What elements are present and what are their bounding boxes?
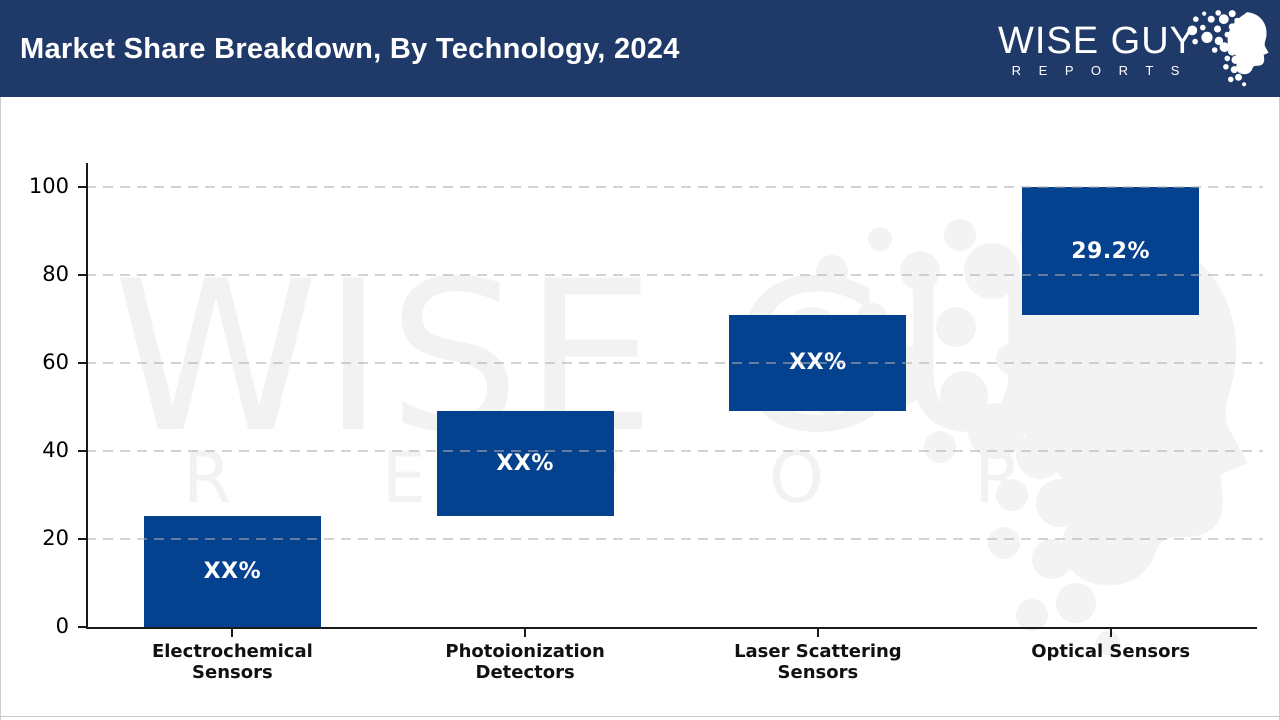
gridline	[86, 186, 1263, 188]
category-label: Photoionization Detectors	[445, 641, 605, 683]
y-tick-mark	[78, 274, 86, 276]
x-tick-mark	[524, 629, 527, 637]
y-tick-mark	[78, 626, 86, 628]
x-tick-mark	[1109, 629, 1112, 637]
y-tick-mark	[78, 186, 86, 188]
logo-wordmark: WISE GUY	[997, 19, 1196, 62]
x-tick-mark	[816, 629, 819, 637]
gridline	[86, 538, 1263, 540]
bottom-divider	[1, 716, 1279, 717]
bar-segment: XX%	[143, 516, 321, 627]
bar-segment: 29.2%	[1022, 187, 1200, 316]
gridline	[86, 362, 1263, 364]
category-label: Electrochemical Sensors	[151, 641, 313, 683]
bar-value-label: XX%	[496, 450, 554, 476]
x-tick-mark	[231, 629, 234, 637]
category-label: Laser Scattering Sensors	[734, 641, 902, 683]
logo-subtitle: R E P O R T S	[1011, 63, 1187, 79]
bar-value-label: XX%	[203, 559, 262, 585]
y-tick-mark	[78, 538, 86, 540]
y-tick-mark	[78, 362, 86, 364]
y-tick-label: 80	[42, 262, 69, 286]
bar-segment: XX%	[436, 410, 614, 517]
y-tick-mark	[78, 450, 86, 452]
logo-face-icon	[1186, 7, 1270, 93]
y-tick-label: 20	[42, 526, 69, 550]
y-tick-label: 60	[42, 350, 69, 374]
page-title: Market Share Breakdown, By Technology, 2…	[20, 33, 680, 65]
category-label: Optical Sensors	[1031, 641, 1191, 662]
header-bar: Market Share Breakdown, By Technology, 2…	[0, 0, 1280, 97]
gridline	[86, 450, 1263, 452]
logo-text: WISE GUY R E P O R T S	[997, 19, 1196, 79]
gridline	[86, 274, 1263, 276]
x-axis-line	[86, 627, 1257, 629]
bar-value-label: 29.2%	[1071, 238, 1151, 264]
y-tick-label: 100	[28, 174, 69, 198]
wise-guy-logo: WISE GUY R E P O R T S	[998, 6, 1270, 94]
y-tick-label: 40	[42, 438, 69, 462]
y-axis-line	[86, 163, 88, 629]
chart-area: WISE GUY R E P O R T S 020406080100XX%El…	[0, 97, 1280, 720]
y-tick-label: 0	[55, 614, 69, 638]
